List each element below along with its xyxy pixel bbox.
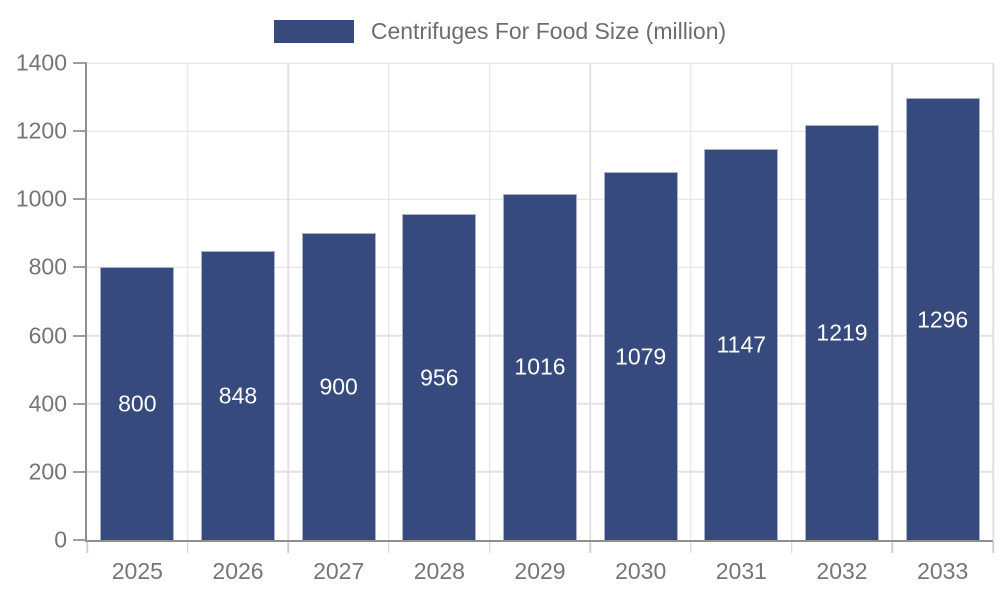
gridline-vertical: [992, 63, 994, 540]
bar-value-label: 800: [118, 390, 157, 417]
bar: 1147: [704, 149, 779, 540]
bar: 956: [402, 214, 477, 540]
y-axis-tick: [73, 334, 87, 337]
y-axis-tick-label: 400: [28, 390, 67, 417]
y-axis-tick-label: 600: [28, 322, 67, 349]
y-axis-tick: [73, 130, 87, 133]
bar: 848: [201, 251, 275, 540]
x-axis-tick: [690, 541, 692, 553]
y-axis-tick-label: 1200: [15, 117, 67, 144]
x-axis-tick: [186, 541, 189, 553]
x-axis-tick-label: 2025: [111, 558, 163, 584]
legend: Centrifuges For Food Size (million): [0, 18, 1000, 45]
gridline-vertical: [388, 63, 390, 540]
x-axis-tick: [86, 541, 88, 553]
x-axis-tick: [589, 541, 592, 553]
gridline-vertical: [790, 63, 793, 540]
x-axis-tick-label: 2033: [917, 558, 969, 584]
bar-value-label: 900: [319, 373, 358, 400]
y-axis-tick: [73, 402, 87, 405]
y-axis-tick-label: 1400: [15, 49, 67, 76]
x-axis-tick-label: 2032: [816, 558, 868, 584]
gridline-horizontal: [87, 130, 993, 132]
bar: 1079: [603, 172, 678, 540]
y-axis-tick: [73, 62, 87, 64]
bar-value-label: 848: [218, 382, 258, 409]
x-axis-tick-label: 2026: [212, 558, 264, 584]
y-axis-line: [85, 63, 87, 542]
x-axis-tick: [992, 541, 994, 553]
x-axis-tick-label: 2027: [313, 558, 365, 584]
bar: 1296: [905, 98, 980, 540]
y-axis-tick: [73, 266, 87, 269]
x-axis-tick: [488, 541, 491, 553]
bar: 800: [100, 267, 175, 540]
plot-area: 800 848 900 956 1016 1079 1147 1219 1296: [85, 62, 994, 542]
legend-label: Centrifuges For Food Size (million): [370, 18, 727, 44]
x-axis-tick: [790, 541, 793, 553]
bar: 1016: [503, 193, 577, 540]
x-axis-tick-label: 2031: [715, 558, 767, 584]
x-axis-line: [85, 540, 993, 542]
y-axis-tick-label: 0: [54, 526, 67, 553]
bar: 900: [301, 233, 376, 540]
x-axis: 2025 2026 2027 2028 2029 2030 2031 2032 2033: [86, 541, 994, 600]
x-axis-tick: [891, 541, 894, 553]
y-axis-tick-label: 200: [28, 458, 67, 485]
bar-value-label: 1079: [615, 343, 667, 370]
x-axis-tick-label: 2030: [615, 558, 667, 584]
bar: 1219: [805, 124, 879, 540]
gridline-horizontal: [87, 62, 993, 64]
gridline-vertical: [690, 63, 692, 540]
x-axis-tick-label: 2028: [413, 558, 465, 584]
gridline-vertical: [891, 63, 894, 540]
bar-value-label: 1219: [816, 319, 868, 346]
y-axis: 0 200 400 600 800 1000 1200 1400: [0, 51, 87, 551]
legend-swatch: [273, 20, 354, 43]
y-axis-tick-label: 800: [28, 253, 67, 280]
x-axis-tick: [287, 541, 290, 553]
y-axis-tick: [73, 470, 87, 473]
gridline-vertical: [589, 63, 592, 540]
bar-value-label: 1016: [514, 353, 566, 380]
bar-value-label: 1147: [716, 331, 767, 358]
y-axis-tick: [73, 539, 87, 541]
gridline-vertical: [287, 63, 290, 540]
x-axis-tick-label: 2029: [514, 558, 566, 584]
y-axis-tick-label: 1000: [15, 185, 67, 212]
y-axis-tick: [73, 198, 87, 201]
x-axis-tick: [388, 541, 390, 553]
gridline-vertical: [186, 63, 189, 540]
gridline-vertical: [488, 63, 491, 540]
bar-value-label: 1296: [917, 306, 969, 333]
bar-value-label: 956: [420, 364, 459, 391]
